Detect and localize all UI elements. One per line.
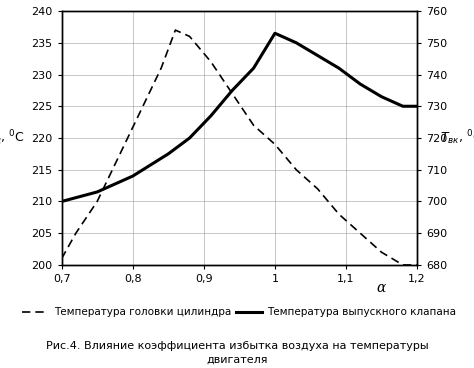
Text: Рис.4. Влияние коэффициента избытка воздуха на температуры
двигателя: Рис.4. Влияние коэффициента избытка возд… [46,341,428,364]
Text: α: α [377,281,386,295]
Y-axis label: $T_{вк}$, $^{0}$C: $T_{вк}$, $^{0}$C [440,129,474,147]
Legend: Температура головки цилиндра, Температура выпускного клапана: Температура головки цилиндра, Температур… [18,303,461,322]
Y-axis label: $T_{гц}$, $^{0}$C: $T_{гц}$, $^{0}$C [0,128,25,148]
